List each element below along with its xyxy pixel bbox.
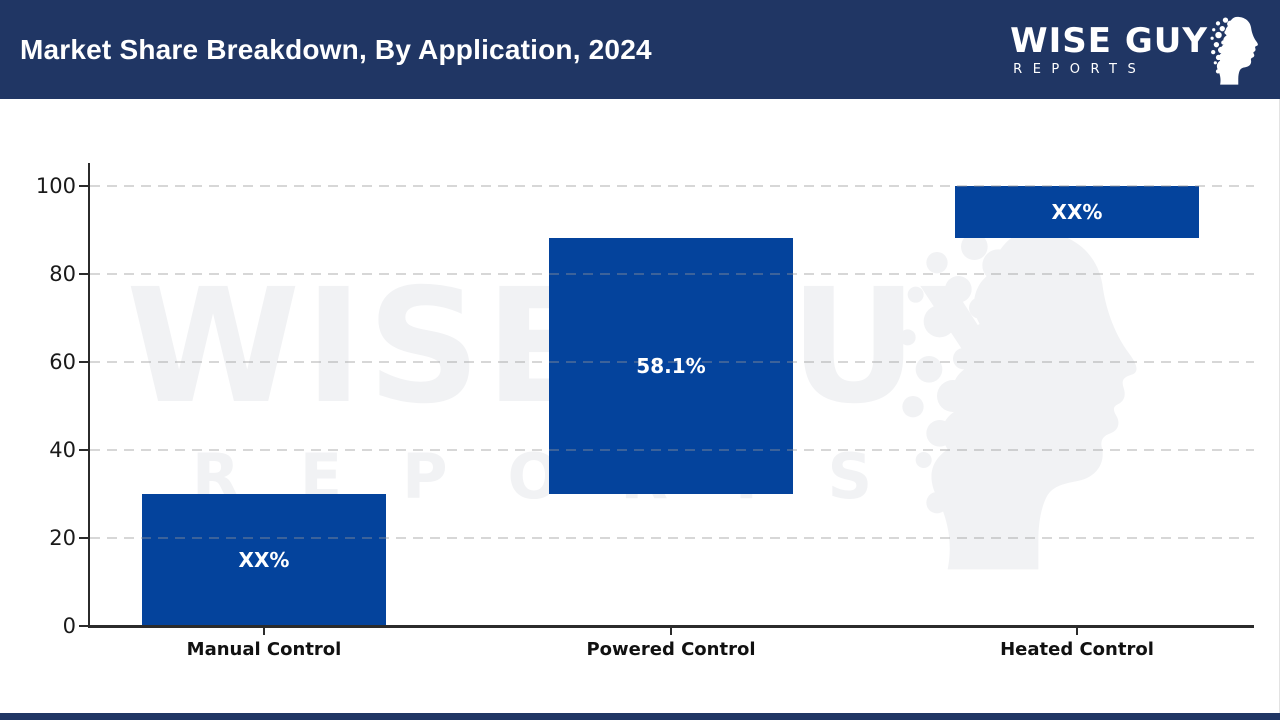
gridline-40: [90, 449, 1254, 451]
y-tick-label-80: 80: [49, 262, 76, 286]
logo-wiseguy-label: WISE GUY: [1010, 20, 1208, 61]
footer-bar: [0, 713, 1280, 720]
gridline-20: [90, 537, 1254, 539]
bar-value-label-heated-control: XX%: [1051, 200, 1103, 225]
x-axis-label-heated-control: Heated Control: [1000, 639, 1154, 660]
gridline-80: [90, 273, 1254, 275]
bar-value-label-manual-control: XX%: [238, 548, 290, 572]
y-tick-80: [79, 273, 88, 275]
y-tick-label-40: 40: [49, 438, 76, 462]
x-tick-powered-control: [670, 628, 672, 635]
bar-heated-control: [955, 186, 1199, 239]
y-tick-40: [79, 449, 88, 451]
bar-manual-control: [142, 494, 386, 626]
x-axis-line: [88, 625, 1254, 628]
y-tick-label-20: 20: [49, 526, 76, 550]
bar-powered-control: [549, 238, 793, 494]
y-axis-line: [88, 163, 90, 627]
gridline-60: [90, 361, 1254, 363]
y-tick-20: [79, 537, 88, 539]
y-tick-0: [79, 625, 88, 627]
x-axis-label-powered-control: Powered Control: [586, 639, 756, 660]
y-tick-label-60: 60: [49, 350, 76, 374]
gridline-100: [90, 185, 1254, 187]
logo-text: WISE GUY REPORTS: [1010, 24, 1208, 77]
y-tick-label-100: 100: [35, 174, 76, 198]
header-bar: Market Share Breakdown, By Application, …: [0, 0, 1280, 99]
logo-face-icon: [1202, 10, 1266, 90]
bar-value-label-powered-control: 58.1%: [636, 354, 706, 379]
x-axis-label-manual-control: Manual Control: [186, 639, 342, 660]
x-tick-heated-control: [1076, 628, 1078, 635]
wise-guy-logo: WISE GUY REPORTS: [1010, 8, 1266, 92]
y-tick-60: [79, 361, 88, 363]
page-title: Market Share Breakdown, By Application, …: [20, 33, 652, 65]
x-tick-manual-control: [263, 628, 265, 635]
y-tick-label-0: 0: [62, 614, 76, 638]
logo-reports-label: REPORTS: [1013, 61, 1147, 77]
y-tick-100: [79, 185, 88, 187]
